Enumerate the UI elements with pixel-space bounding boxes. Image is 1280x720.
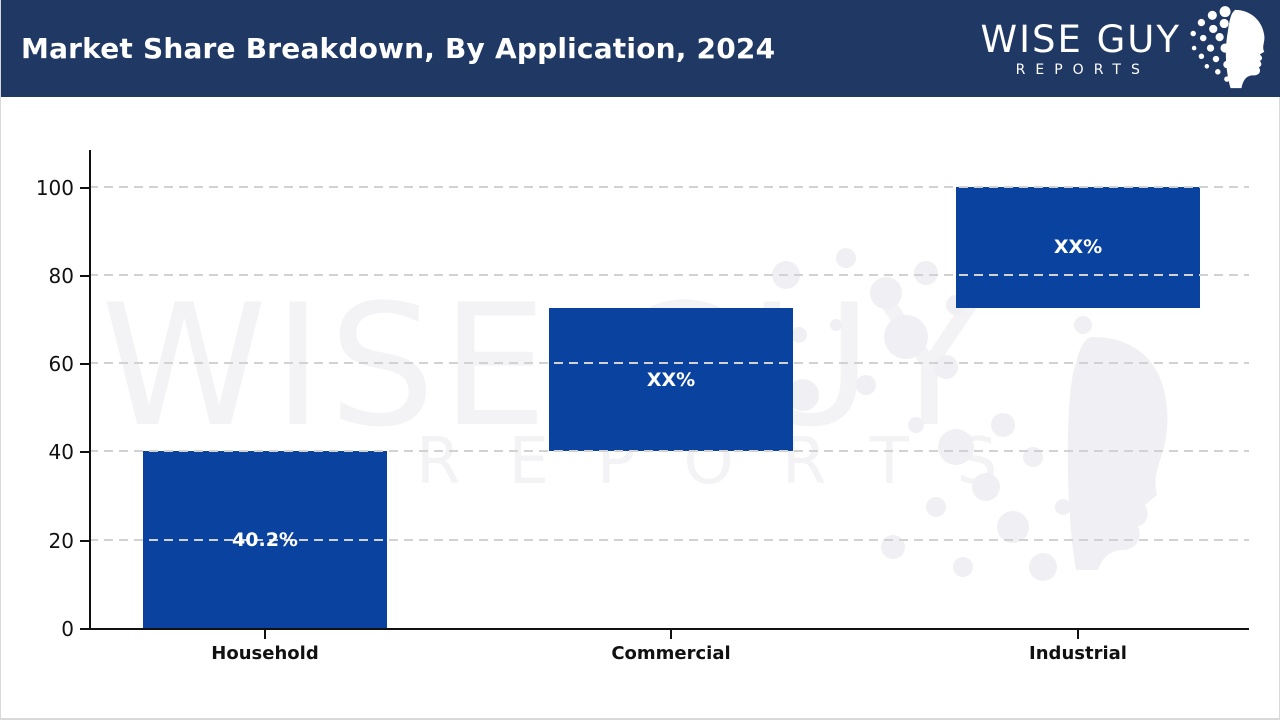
grid-line (89, 450, 1249, 453)
y-tick-label: 100 (35, 175, 74, 200)
x-tick (670, 630, 672, 639)
y-tick (80, 539, 89, 542)
y-tick (80, 274, 89, 277)
grid-line (89, 273, 1249, 276)
y-tick-label: 20 (48, 528, 74, 553)
bar-industrial (956, 186, 1200, 309)
grid-line (89, 185, 1249, 188)
grid-line (89, 538, 1249, 541)
bar-value-label: XX% (1053, 236, 1103, 259)
x-axis-line (89, 628, 1249, 630)
y-tick-label: 60 (48, 352, 74, 377)
y-axis-line (89, 150, 91, 630)
wise-guy-reports-logo: WISE GUY REPORTS (981, 5, 1280, 93)
y-tick (80, 363, 89, 366)
logo-wordmark: WISE GUY (980, 17, 1181, 61)
grid-line (89, 362, 1249, 365)
page-title: Market Share Breakdown, By Application, … (21, 32, 776, 65)
watermark-wordmark: WISE GUY (101, 268, 987, 464)
y-tick-label: 80 (48, 263, 74, 288)
category-label-commercial: Commercial (611, 643, 731, 664)
category-label-household: Household (211, 643, 319, 664)
y-tick (80, 186, 89, 189)
bar-value-label: 40.2% (232, 528, 298, 551)
face-profile-dots-icon (1190, 5, 1265, 88)
bar-commercial (549, 308, 793, 452)
y-tick-label: 40 (48, 440, 74, 465)
y-tick (80, 628, 89, 630)
chart: 40.2% XX% XX% 0 20 40 60 80 100 Household Commerci… (1, 97, 1280, 714)
header: Market Share Breakdown, By Application, … (1, 0, 1280, 97)
category-label-industrial: Industrial (1029, 643, 1127, 664)
y-tick (80, 451, 89, 454)
logo-text: WISE GUY REPORTS (981, 21, 1181, 77)
x-tick (1077, 630, 1079, 639)
x-tick (264, 630, 266, 639)
bar-value-label: XX% (646, 368, 696, 391)
logo-subtitle: REPORTS (1015, 61, 1150, 78)
y-tick-label: 0 (61, 617, 74, 641)
